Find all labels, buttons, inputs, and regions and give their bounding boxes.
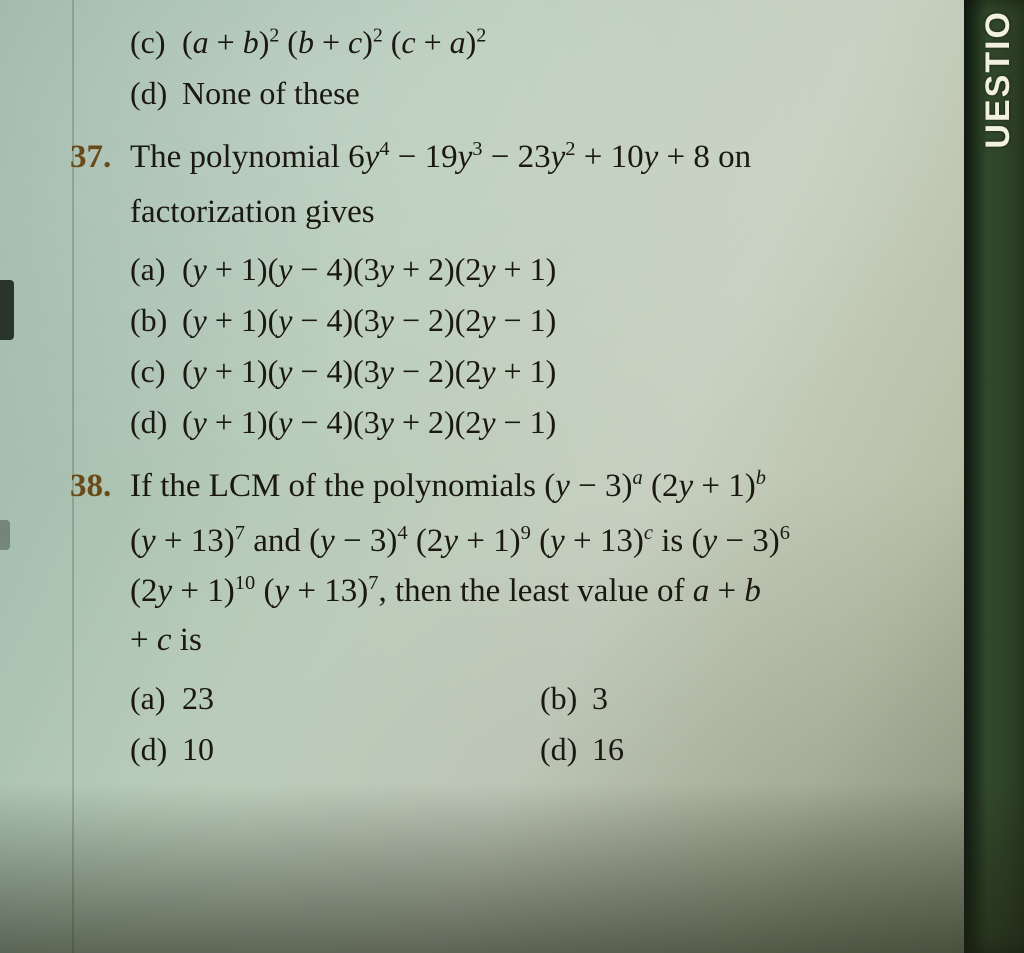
- option-label: (c): [130, 24, 182, 61]
- spine-label: UESTIO: [979, 10, 1018, 149]
- option-text: (a + b)2 (b + c)2 (c + a)2: [182, 24, 486, 61]
- q37-option-b: (b) (y + 1)(y − 4)(3y − 2)(2y − 1): [130, 302, 950, 339]
- option-label: (d): [540, 731, 592, 768]
- question-text-line2: factorization gives: [130, 188, 950, 238]
- option-text: 10: [182, 731, 214, 768]
- question-number: 37.: [70, 139, 130, 176]
- page-content: (c) (a + b)2 (b + c)2 (c + a)2 (d) None …: [50, 0, 960, 778]
- question-text-line4: + c is: [130, 616, 950, 666]
- option-label: (b): [130, 302, 182, 339]
- bottom-shadow: [0, 783, 1024, 953]
- q37-option-d: (d) (y + 1)(y − 4)(3y + 2)(2y − 1): [130, 404, 950, 441]
- option-text: 16: [592, 731, 624, 768]
- option-text: 23: [182, 680, 214, 717]
- q38-option-a: (a) 23: [130, 680, 540, 717]
- question-text-line1: If the LCM of the polynomials (y − 3)a (…: [130, 463, 766, 511]
- option-text: (y + 1)(y − 4)(3y − 2)(2y + 1): [182, 353, 556, 390]
- q38-options-row1: (a) 23 (b) 3: [130, 680, 950, 717]
- book-spine: UESTIO: [964, 0, 1024, 953]
- q37-stem: 37. The polynomial 6y4 − 19y3 − 23y2 + 1…: [70, 134, 950, 182]
- q36-option-c: (c) (a + b)2 (b + c)2 (c + a)2: [130, 24, 950, 61]
- option-label: (c): [130, 353, 182, 390]
- question-text-line2: (y + 13)7 and (y − 3)4 (2y + 1)9 (y + 13…: [130, 517, 950, 567]
- option-label: (d): [130, 75, 182, 112]
- q36-option-d: (d) None of these: [130, 75, 950, 112]
- option-label: (d): [130, 404, 182, 441]
- option-text: 3: [592, 680, 608, 717]
- question-text-line3: (2y + 1)10 (y + 13)7, then the least val…: [130, 567, 950, 617]
- left-edge-tab: [0, 280, 14, 340]
- q38-options-row2: (d) 10 (d) 16: [130, 731, 950, 768]
- q37-option-c: (c) (y + 1)(y − 4)(3y − 2)(2y + 1): [130, 353, 950, 390]
- option-label: (a): [130, 680, 182, 717]
- q38-option-c: (d) 10: [130, 731, 540, 768]
- option-text: None of these: [182, 75, 360, 112]
- left-edge-tab-2: [0, 520, 10, 550]
- question-number: 38.: [70, 468, 130, 505]
- q38-stem: 38. If the LCM of the polynomials (y − 3…: [70, 463, 950, 511]
- question-text-line1: The polynomial 6y4 − 19y3 − 23y2 + 10y +…: [130, 134, 751, 182]
- option-label: (a): [130, 251, 182, 288]
- q38-option-b: (b) 3: [540, 680, 950, 717]
- option-label: (b): [540, 680, 592, 717]
- q38-option-d: (d) 16: [540, 731, 950, 768]
- q37-option-a: (a) (y + 1)(y − 4)(3y + 2)(2y + 1): [130, 251, 950, 288]
- option-text: (y + 1)(y − 4)(3y − 2)(2y − 1): [182, 302, 556, 339]
- option-text: (y + 1)(y − 4)(3y + 2)(2y − 1): [182, 404, 556, 441]
- option-label: (d): [130, 731, 182, 768]
- option-text: (y + 1)(y − 4)(3y + 2)(2y + 1): [182, 251, 556, 288]
